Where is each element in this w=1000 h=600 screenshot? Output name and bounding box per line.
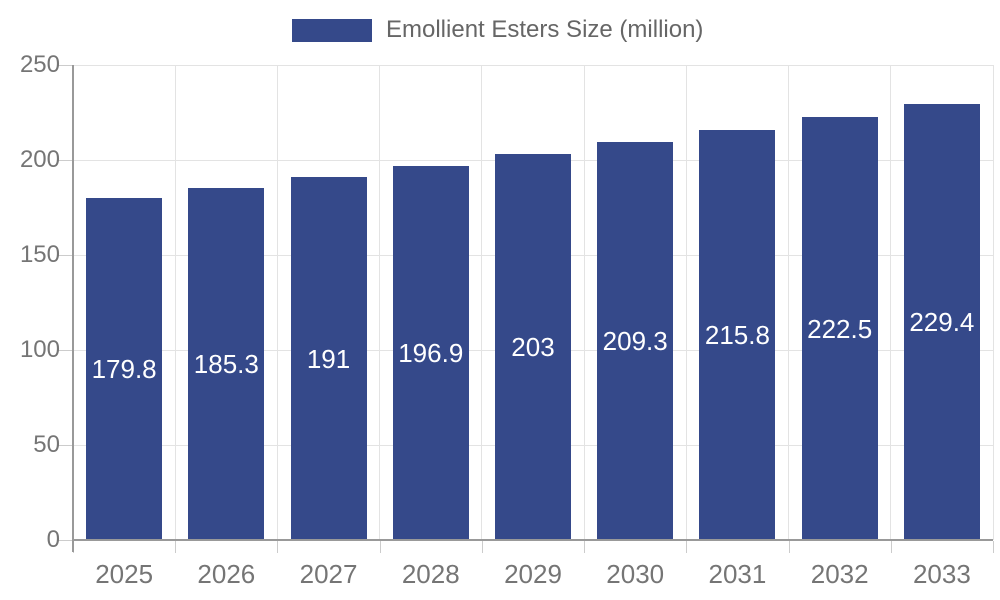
bar-2027: 191 [290, 177, 367, 540]
bar-2029: 203 [495, 154, 571, 540]
x-axis-tick [686, 541, 688, 553]
gridline-vertical [685, 65, 687, 540]
bar-value-label: 196.9 [398, 337, 464, 368]
bar-value-label: 179.8 [91, 354, 157, 385]
gridline-vertical [276, 65, 278, 540]
legend-label: Emollient Esters Size (million) [386, 16, 704, 43]
bar-2031: 215.8 [699, 129, 776, 540]
bar-value-label: 222.5 [807, 313, 873, 344]
gridline-vertical [379, 65, 381, 540]
y-axis-tick [58, 255, 73, 256]
gridline-vertical [174, 65, 176, 540]
x-axis-tick-label: 2033 [912, 559, 971, 589]
plot-area: 179.8 185.3 191 196.9 203 209.3 215.8 222.5 229.… [73, 64, 994, 540]
bar-value-label: 185.3 [193, 348, 259, 379]
x-axis-line [72, 539, 993, 541]
bar-2032: 222.5 [801, 117, 878, 540]
y-axis-tick-label: 0 [46, 526, 60, 553]
x-axis-tick-label: 2028 [401, 559, 460, 589]
y-axis-tick-label: 250 [19, 51, 60, 78]
gridline-horizontal [73, 64, 993, 66]
x-axis-tick [890, 541, 892, 553]
y-axis-tick [58, 160, 73, 161]
x-axis-tick [584, 541, 586, 553]
y-axis-tick-label: 100 [19, 336, 60, 363]
bar-2025: 179.8 [86, 198, 163, 540]
x-axis-tick-label: 2031 [708, 559, 767, 589]
bar-2033: 229.4 [903, 104, 980, 540]
legend-swatch [292, 18, 372, 42]
gridline-vertical [890, 65, 892, 540]
legend-item[interactable]: Emollient Esters Size (million) [292, 16, 703, 44]
x-axis-tick-label: 2026 [197, 559, 256, 589]
bar-value-label: 203 [511, 332, 555, 363]
y-axis-tick [58, 445, 73, 446]
gridline-vertical [481, 65, 483, 540]
y-axis-tick [58, 350, 73, 351]
bar-value-label: 215.8 [704, 319, 770, 350]
bar-value-label: 191 [306, 343, 351, 374]
y-axis-line [72, 65, 74, 552]
y-axis-tick-label: 50 [33, 431, 60, 458]
x-axis-tick-label: 2027 [299, 559, 358, 589]
x-axis-tick-label: 2025 [95, 559, 154, 589]
x-axis-tick-label: 2032 [810, 559, 869, 589]
x-axis-tick-label: 2030 [606, 559, 665, 589]
x-axis-tick-label: 2029 [504, 559, 562, 589]
y-axis-tick-label: 200 [19, 146, 60, 173]
x-axis-tick [175, 541, 177, 553]
y-axis-tick [58, 540, 73, 541]
x-axis-tick [379, 541, 381, 553]
x-axis-tick [788, 541, 790, 553]
y-axis-tick-label: 150 [19, 241, 60, 268]
gridline-vertical [992, 65, 994, 540]
x-axis-tick [481, 541, 483, 553]
bar-2030: 209.3 [597, 142, 674, 540]
x-axis-tick [277, 541, 279, 553]
x-axis-tick [993, 541, 994, 553]
bar-value-label: 209.3 [602, 326, 668, 357]
gridline-vertical [788, 65, 790, 540]
bar-2026: 185.3 [188, 187, 265, 540]
gridline-vertical [583, 65, 585, 540]
bar-2028: 196.9 [392, 165, 469, 540]
bar-value-label: 229.4 [909, 307, 975, 338]
y-axis-tick [58, 65, 73, 66]
